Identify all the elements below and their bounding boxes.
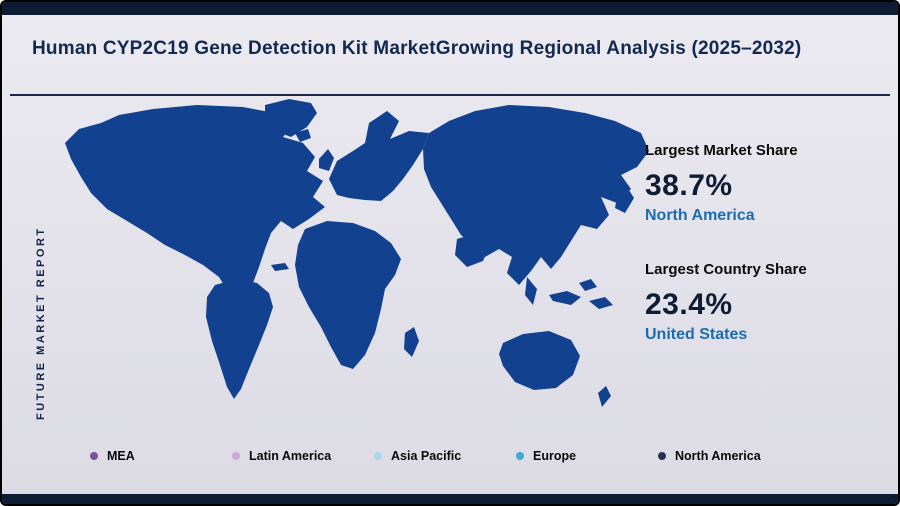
landmass-arabia bbox=[455, 233, 491, 267]
stat-value: 23.4% bbox=[645, 288, 733, 321]
legend-dot bbox=[516, 452, 524, 460]
stats-panel: Largest Market Share 38.7% North America… bbox=[645, 142, 890, 344]
legend-dot bbox=[374, 452, 382, 460]
legend-dot bbox=[658, 452, 666, 460]
legend: MEA Latin America Asia Pacific Europe No… bbox=[90, 449, 761, 463]
legend-label: MEA bbox=[107, 449, 135, 463]
top-bar bbox=[2, 2, 898, 15]
bottom-bar bbox=[2, 494, 898, 504]
stat-region: North America bbox=[645, 207, 755, 224]
legend-item-latin-america: Latin America bbox=[232, 449, 374, 463]
world-map bbox=[65, 99, 649, 407]
landmass-philippines bbox=[579, 279, 597, 291]
landmass-indonesia-1 bbox=[549, 291, 581, 305]
landmass-south-america bbox=[206, 279, 273, 399]
landmass-north-america bbox=[65, 105, 325, 307]
landmass-iceland bbox=[295, 129, 311, 142]
legend-label: Asia Pacific bbox=[391, 449, 462, 463]
stat-largest-country-share: Largest Country Share 23.4% United State… bbox=[645, 261, 890, 344]
legend-item-asia-pacific: Asia Pacific bbox=[374, 449, 516, 463]
legend-item-mea: MEA bbox=[90, 449, 232, 463]
legend-item-europe: Europe bbox=[516, 449, 658, 463]
landmass-africa bbox=[295, 221, 401, 369]
landmass-asia bbox=[423, 105, 649, 285]
legend-label: Europe bbox=[533, 449, 577, 463]
stat-label: Largest Market Share bbox=[645, 142, 798, 159]
brand-vertical-text: FUTURE MARKET REPORT bbox=[35, 226, 47, 420]
stat-largest-market-share: Largest Market Share 38.7% North America bbox=[645, 142, 890, 225]
stat-label: Largest Country Share bbox=[645, 261, 807, 278]
title-divider bbox=[10, 94, 890, 96]
legend-dot bbox=[232, 452, 240, 460]
legend-label: North America bbox=[675, 449, 761, 463]
legend-item-north-america: North America bbox=[658, 449, 761, 463]
landmass-europe bbox=[329, 111, 429, 201]
map-land bbox=[65, 99, 649, 407]
landmass-madagascar bbox=[404, 327, 419, 357]
landmass-new-zealand bbox=[598, 386, 611, 407]
landmass-uk bbox=[319, 149, 334, 171]
landmass-caribbean bbox=[271, 263, 289, 271]
page-title: Human CYP2C19 Gene Detection Kit MarketG… bbox=[32, 38, 802, 59]
stat-region: United States bbox=[645, 326, 748, 343]
legend-dot bbox=[90, 452, 98, 460]
landmass-australia bbox=[499, 331, 580, 390]
legend-label: Latin America bbox=[249, 449, 332, 463]
landmass-se-asia-peninsula bbox=[525, 277, 537, 305]
landmass-japan bbox=[615, 187, 634, 213]
landmass-indonesia-2 bbox=[589, 297, 613, 309]
stat-value: 38.7% bbox=[645, 169, 733, 202]
